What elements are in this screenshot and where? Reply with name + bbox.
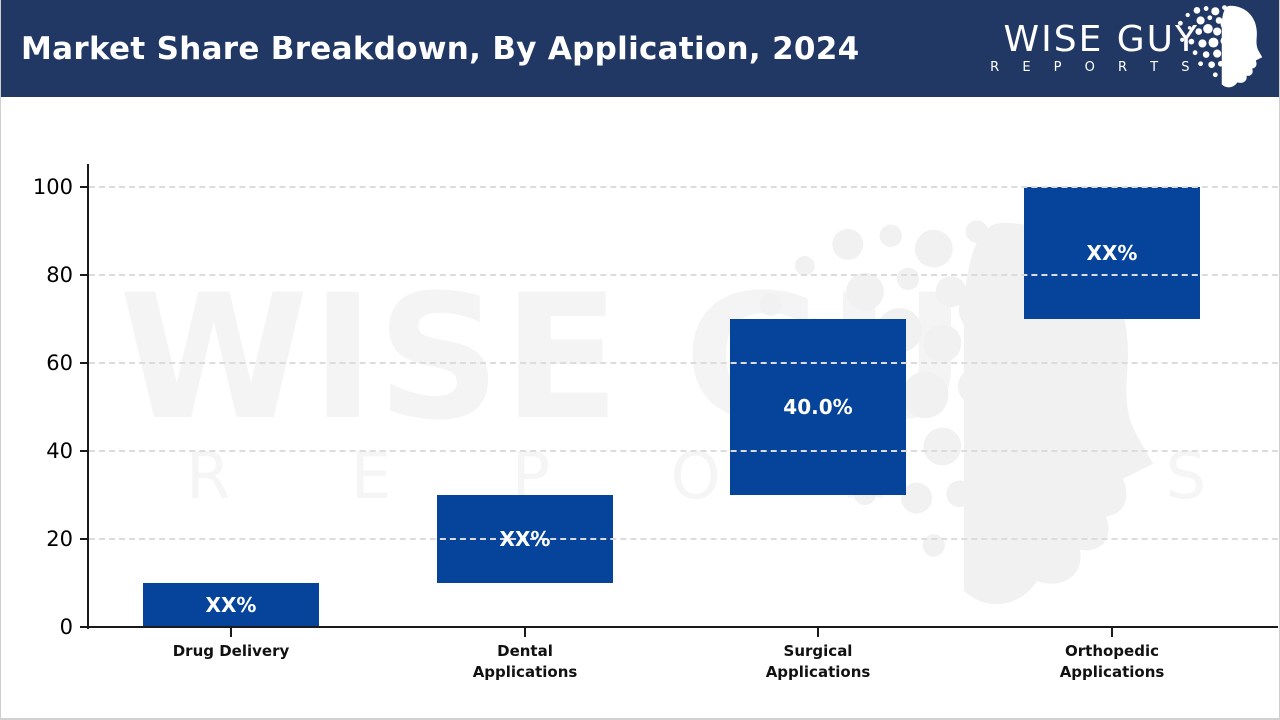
x-axis-spine bbox=[87, 626, 1278, 628]
wiseguy-logo-subtitle: R E P O R T S bbox=[990, 60, 1199, 75]
bar bbox=[1024, 187, 1200, 319]
x-category-label: Drug Delivery bbox=[172, 642, 290, 660]
bar-label: 40.0% bbox=[783, 395, 853, 419]
y-axis-tick bbox=[80, 362, 89, 364]
x-axis-tick bbox=[1111, 628, 1113, 637]
y-axis-tick bbox=[80, 626, 89, 628]
wiseguy-face-icon bbox=[1177, 4, 1263, 87]
grid-line bbox=[89, 538, 1278, 540]
wiseguy-logo: WISE GUY R E P O R T S bbox=[986, 3, 1279, 95]
y-tick-label: 20 bbox=[46, 527, 73, 551]
bar-label: XX% bbox=[205, 593, 257, 617]
y-axis-tick bbox=[80, 538, 89, 540]
wiseguy-logo-wordmark: WISE GUY bbox=[1003, 19, 1199, 60]
y-tick-label: 60 bbox=[46, 351, 73, 375]
grid-line bbox=[89, 186, 1278, 188]
grid-line bbox=[89, 362, 1278, 364]
y-axis-tick bbox=[80, 450, 89, 452]
bar bbox=[143, 583, 319, 627]
page-title: Market Share Breakdown, By Application, … bbox=[21, 30, 860, 67]
x-category-label: Dental Applications bbox=[472, 642, 578, 681]
x-axis-tick bbox=[524, 628, 526, 637]
y-axis-tick bbox=[80, 274, 89, 276]
bar-label: XX% bbox=[499, 527, 551, 551]
y-tick-label: 40 bbox=[46, 439, 73, 463]
y-axis-tick bbox=[80, 186, 89, 188]
x-category-label: Surgical Applications bbox=[765, 642, 871, 681]
y-tick-label: 100 bbox=[32, 175, 73, 199]
header-band: Market Share Breakdown, By Application, … bbox=[1, 0, 1279, 97]
bar-label: XX% bbox=[1086, 241, 1138, 265]
y-axis-spine bbox=[87, 164, 89, 629]
x-category-label: Orthopedic Applications bbox=[1059, 642, 1165, 681]
bar bbox=[730, 319, 906, 495]
y-tick-label: 0 bbox=[59, 615, 73, 639]
x-axis-tick bbox=[817, 628, 819, 637]
x-axis-tick bbox=[230, 628, 232, 637]
wiseguy-logo-text: WISE GUY R E P O R T S bbox=[986, 19, 1199, 76]
grid-line bbox=[89, 450, 1278, 452]
y-tick-label: 80 bbox=[46, 263, 73, 287]
grid-line bbox=[89, 274, 1278, 276]
